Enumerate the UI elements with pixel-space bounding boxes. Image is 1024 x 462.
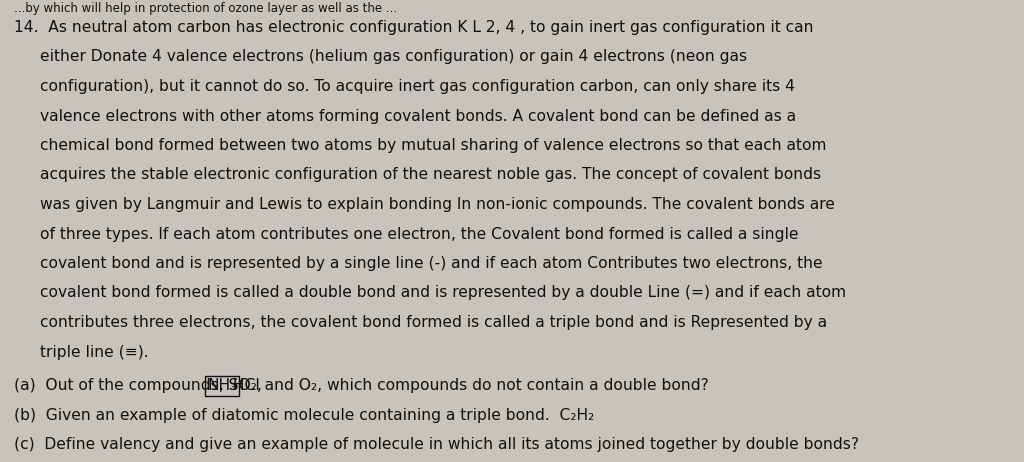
Text: HCl and O₂, which compounds do not contain a double bond?: HCl and O₂, which compounds do not conta… xyxy=(228,378,710,394)
Text: of three types. If each atom contributes one electron, the Covalent bond formed : of three types. If each atom contributes… xyxy=(40,226,799,242)
Text: either Donate 4 valence electrons (helium gas configuration) or gain 4 electrons: either Donate 4 valence electrons (heliu… xyxy=(40,49,748,65)
Text: (c)  Define valency and give an example of molecule in which all its atoms joine: (c) Define valency and give an example o… xyxy=(14,438,859,452)
Text: configuration), but it cannot do so. To acquire inert gas configuration carbon, : configuration), but it cannot do so. To … xyxy=(40,79,795,94)
Text: covalent bond formed is called a double bond and is represented by a double Line: covalent bond formed is called a double … xyxy=(40,286,846,300)
Text: valence electrons with other atoms forming covalent bonds. A covalent bond can b: valence electrons with other atoms formi… xyxy=(40,109,796,123)
Text: chemical bond formed between two atoms by mutual sharing of valence electrons so: chemical bond formed between two atoms b… xyxy=(40,138,826,153)
Text: triple line (≡).: triple line (≡). xyxy=(40,345,148,359)
Text: 14.  As neutral atom carbon has electronic configuration K L 2, 4 , to gain iner: 14. As neutral atom carbon has electroni… xyxy=(14,20,813,35)
Text: contributes three electrons, the covalent bond formed is called a triple bond an: contributes three electrons, the covalen… xyxy=(40,315,827,330)
Text: covalent bond and is represented by a single line (-) and if each atom Contribut: covalent bond and is represented by a si… xyxy=(40,256,822,271)
Text: acquires the stable electronic configuration of the nearest noble gas. The conce: acquires the stable electronic configura… xyxy=(40,168,821,182)
Text: ...by which will help in protection of ozone layer as well as the ...: ...by which will help in protection of o… xyxy=(14,2,397,15)
Text: NH₃: NH₃ xyxy=(208,378,237,394)
Text: (b)  Given an example of diatomic molecule containing a triple bond.  C₂H₂: (b) Given an example of diatomic molecul… xyxy=(14,408,594,423)
Text: was given by Langmuir and Lewis to explain bonding In non-ionic compounds. The c: was given by Langmuir and Lewis to expla… xyxy=(40,197,835,212)
Text: (a)  Out of the compounds, SO₂,: (a) Out of the compounds, SO₂, xyxy=(14,378,262,394)
